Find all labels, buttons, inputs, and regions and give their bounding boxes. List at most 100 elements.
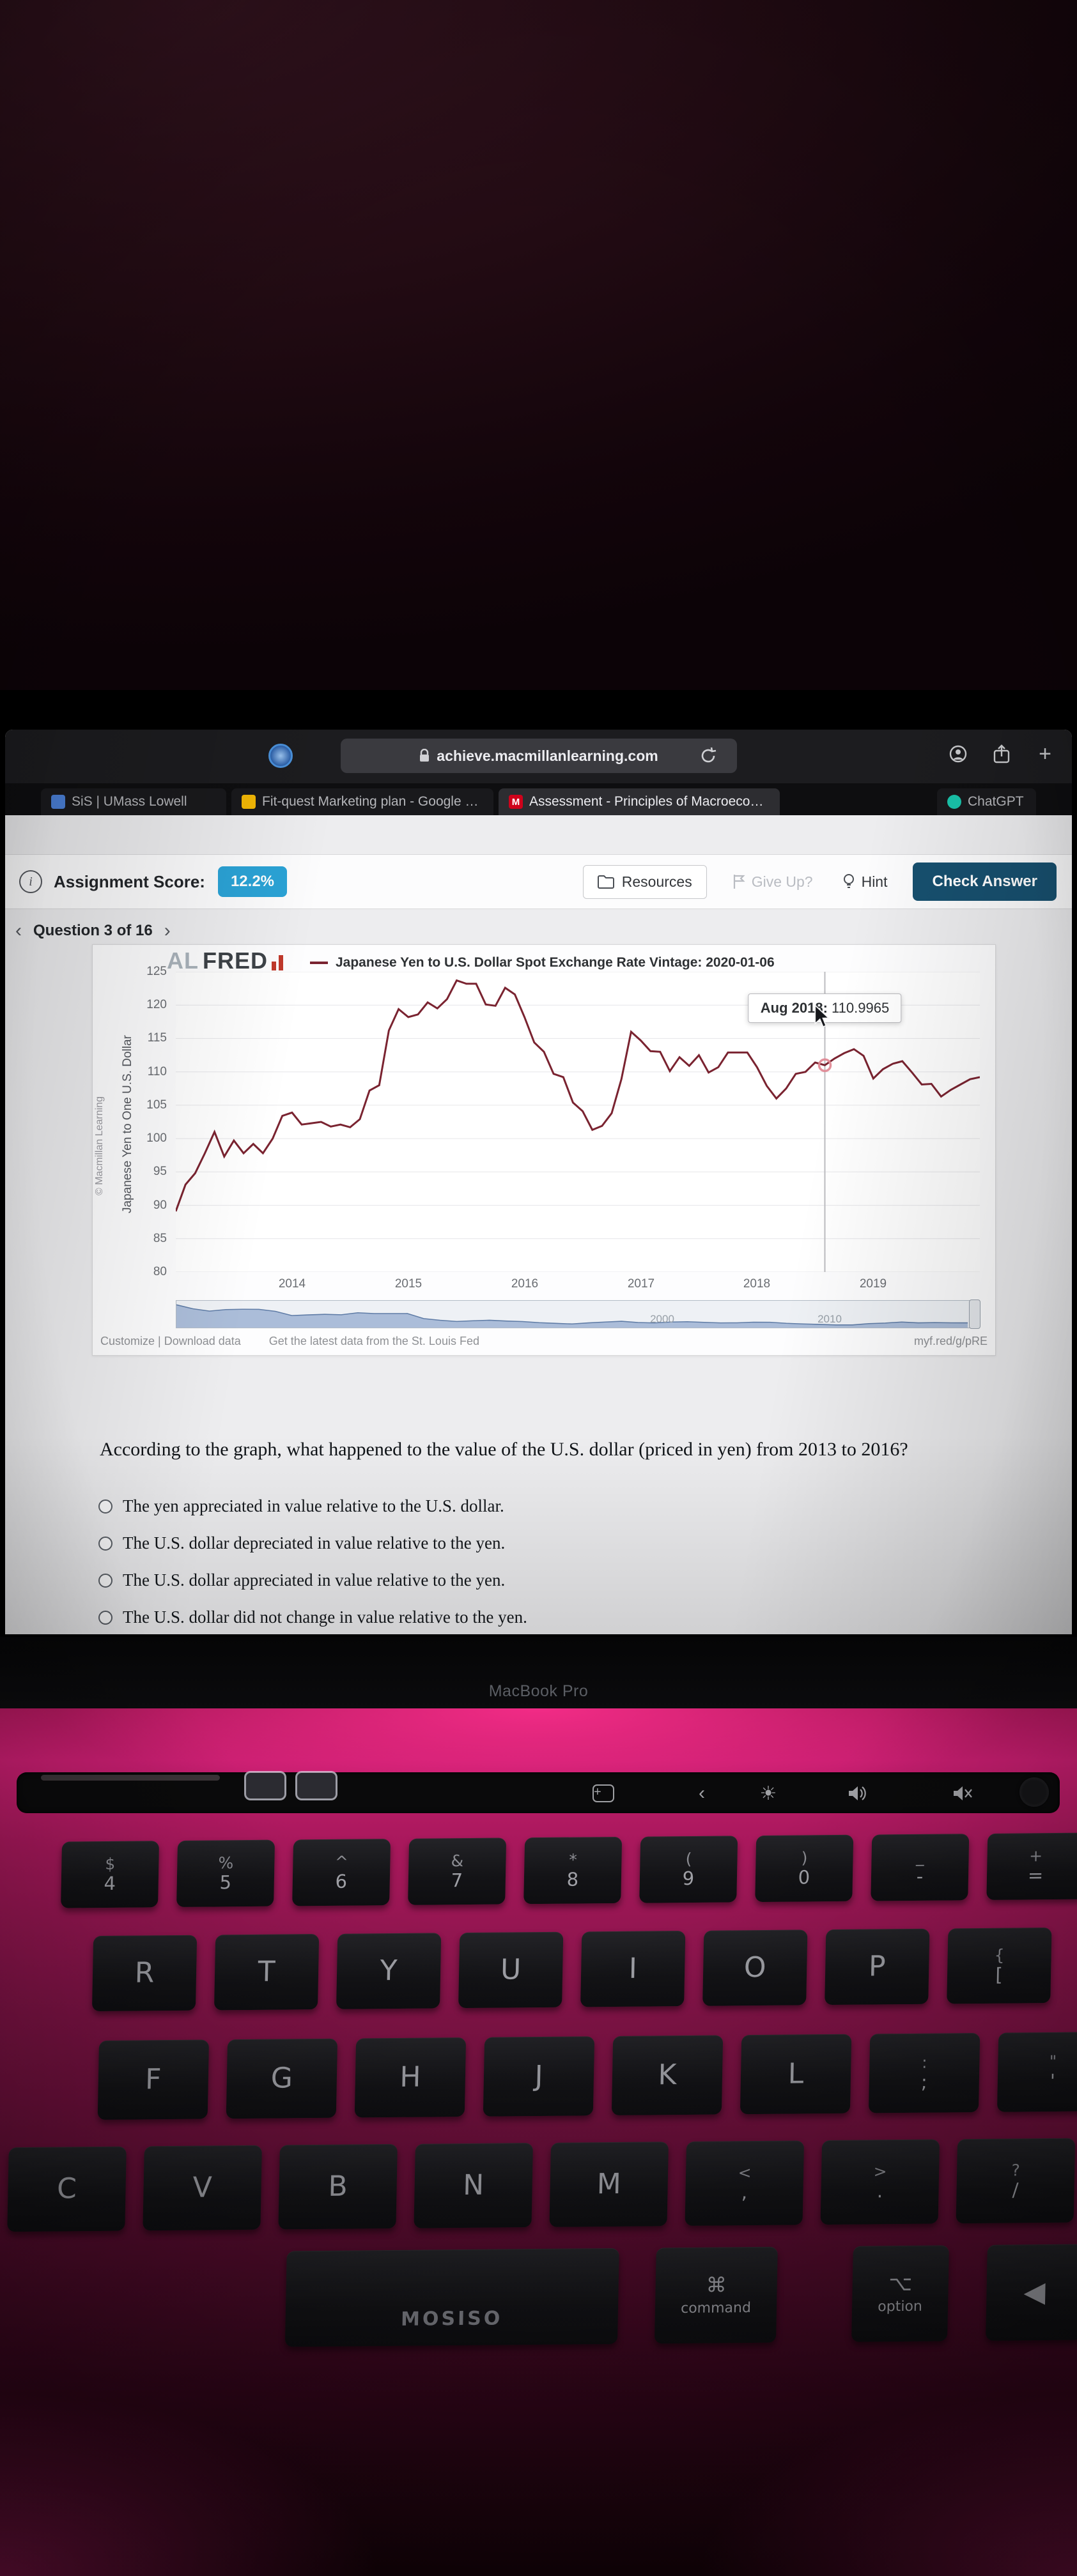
laptop-body: + ‹ ☀ $4% 5 ^ 6 & 7 * 8(9) 0 _ - + = R T Y U I O P{[F G H J K L:… [0, 1708, 1077, 2576]
chatgpt-favicon [947, 795, 961, 809]
info-icon[interactable]: i [19, 870, 42, 893]
key-.: >. [820, 2139, 940, 2225]
google-slides-favicon [242, 795, 256, 809]
radio-button[interactable] [98, 1573, 112, 1588]
y-tick-label: 90 [153, 1199, 167, 1212]
key-4: $4 [61, 1841, 160, 1908]
key-b: B [278, 2143, 398, 2230]
question-nav: ‹ Question 3 of 16 › [15, 920, 171, 942]
hint-button[interactable]: Hint [839, 873, 892, 891]
address-bar[interactable]: achieve.macmillanlearning.com [340, 739, 737, 773]
key-/: ? / [956, 2138, 1076, 2224]
key-c: C [7, 2146, 127, 2232]
toolbar-right-icons: + [948, 741, 1055, 766]
laptop-screen: achieve.macmillanlearning.com + SiS | UM… [0, 690, 1077, 1637]
x-tick-label: 2016 [511, 1277, 539, 1291]
y-tick-label: 105 [146, 1098, 167, 1112]
key-9: (9 [639, 1836, 738, 1903]
fred-chart-card: AL FRED Japanese Yen to U.S. Dollar Spot … [92, 944, 996, 1356]
answer-option-2[interactable]: The U.S. dollar depreciated in value rel… [98, 1533, 527, 1553]
assignment-score-label: Assignment Score: [54, 871, 205, 891]
key-8: * 8 [523, 1836, 623, 1905]
question-prompt: According to the graph, what happened to… [100, 1439, 908, 1460]
y-axis-ticks: 80 85 90 95 100 105 110 115 120 125 [137, 965, 171, 1278]
hint-label: Hint [861, 873, 888, 890]
key-t: T [213, 1934, 320, 2011]
next-question-chevron[interactable]: › [164, 920, 171, 941]
key-v: V [143, 2145, 262, 2231]
browser-tab-4[interactable]: ChatGPT [937, 788, 1036, 815]
tab-label: Fit-quest Marketing plan - Google Slides [262, 794, 483, 809]
range-slider-handle[interactable] [969, 1300, 980, 1329]
radio-button[interactable] [98, 1499, 112, 1514]
tab-label: SiS | UMass Lowell [72, 794, 187, 809]
lightbulb-icon [842, 873, 855, 890]
key-r: R [91, 1935, 198, 2012]
copyright-label: © Macmillan Learning [94, 1096, 105, 1195]
alfred-logo-fred: FRED [203, 947, 268, 974]
share-icon[interactable] [991, 744, 1012, 764]
touch-bar: + ‹ ☀ [17, 1772, 1060, 1813]
key-j: J [483, 2036, 595, 2117]
key-arrow-left: ◀ [986, 2244, 1077, 2341]
x-axis-ticks: 2014 2015 2016 2017 2018 2019 [176, 1277, 980, 1294]
key-f: F [97, 2039, 210, 2120]
chart-footer: Customize | Download data Get the latest… [100, 1335, 988, 1348]
key-l: L [740, 2034, 852, 2115]
answer-option-3[interactable]: The U.S. dollar appreciated in value rel… [98, 1570, 527, 1590]
mouse-cursor [814, 1004, 833, 1029]
key-5: % 5 [176, 1839, 275, 1908]
key-n: N [414, 2143, 533, 2228]
y-axis-label: Japanese Yen to One U.S. Dollar [121, 1035, 134, 1213]
answer-option-4[interactable]: The U.S. dollar did not change in value … [98, 1607, 527, 1627]
give-up-button[interactable]: Give Up? [729, 873, 817, 891]
flag-icon [732, 874, 745, 889]
y-tick-label: 95 [153, 1165, 167, 1178]
key-option: ⌥ option [851, 2245, 949, 2342]
option-label: The U.S. dollar depreciated in value rel… [123, 1533, 506, 1552]
browser-tab-2[interactable]: Fit-quest Marketing plan - Google Slides [231, 788, 493, 815]
option-label: The U.S. dollar appreciated in value rel… [123, 1570, 506, 1590]
browser-tab-3[interactable]: M Assessment - Principles of Macroecono..… [499, 788, 780, 815]
resources-button[interactable]: Resources [582, 864, 707, 899]
tab-label: ChatGPT [968, 794, 1024, 809]
reload-icon[interactable] [699, 746, 718, 765]
touch-id-button [1019, 1777, 1049, 1807]
legend-key-line [310, 962, 328, 964]
key-[: {[ [947, 1928, 1052, 2004]
chart-shortlink[interactable]: myf.red/g/pRE [913, 1335, 988, 1347]
range-tick-label: 2010 [817, 1313, 842, 1325]
range-tick-label: 2000 [650, 1313, 674, 1325]
resources-label: Resources [621, 873, 692, 890]
profile-icon[interactable] [948, 744, 968, 764]
chart-footer-links[interactable]: Customize | Download data [100, 1335, 241, 1347]
brightness-icon: ☀ [759, 1782, 777, 1804]
range-selector[interactable]: 2000 2010 [176, 1300, 980, 1329]
browser-window: achieve.macmillanlearning.com + SiS | UM… [5, 730, 1072, 1634]
answer-option-1[interactable]: The yen appreciated in value relative to… [98, 1496, 527, 1516]
assignment-actions: Resources Give Up? Hint [582, 862, 1072, 901]
key-y: Y [336, 1933, 442, 2009]
y-tick-label: 110 [147, 1065, 167, 1078]
y-tick-label: 85 [153, 1232, 167, 1245]
y-tick-label: 100 [146, 1131, 167, 1145]
radio-button[interactable] [98, 1610, 112, 1625]
radio-button[interactable] [98, 1536, 112, 1551]
alfred-logo: AL FRED [167, 947, 283, 974]
prev-question-chevron[interactable]: ‹ [15, 920, 22, 941]
chevron-left-icon: ‹ [699, 1782, 705, 1804]
key-': " ' [996, 2032, 1077, 2112]
new-tab-icon[interactable]: + [1039, 741, 1051, 766]
volume-icon [845, 1781, 871, 1805]
y-tick-label: 120 [146, 998, 167, 1011]
chart-footer-note: Get the latest data from the St. Louis F… [268, 1335, 479, 1347]
check-answer-button[interactable]: Check Answer [913, 862, 1057, 901]
key-g: G [226, 2038, 338, 2119]
screen-reflection-streak [41, 1775, 220, 1781]
assignment-score-badge: 12.2% [217, 866, 288, 897]
browser-tab-1[interactable]: SiS | UMass Lowell [41, 788, 226, 815]
browser-toolbar: achieve.macmillanlearning.com + [5, 730, 1072, 783]
background-wall [0, 0, 1077, 690]
extension-icon[interactable] [268, 744, 293, 768]
